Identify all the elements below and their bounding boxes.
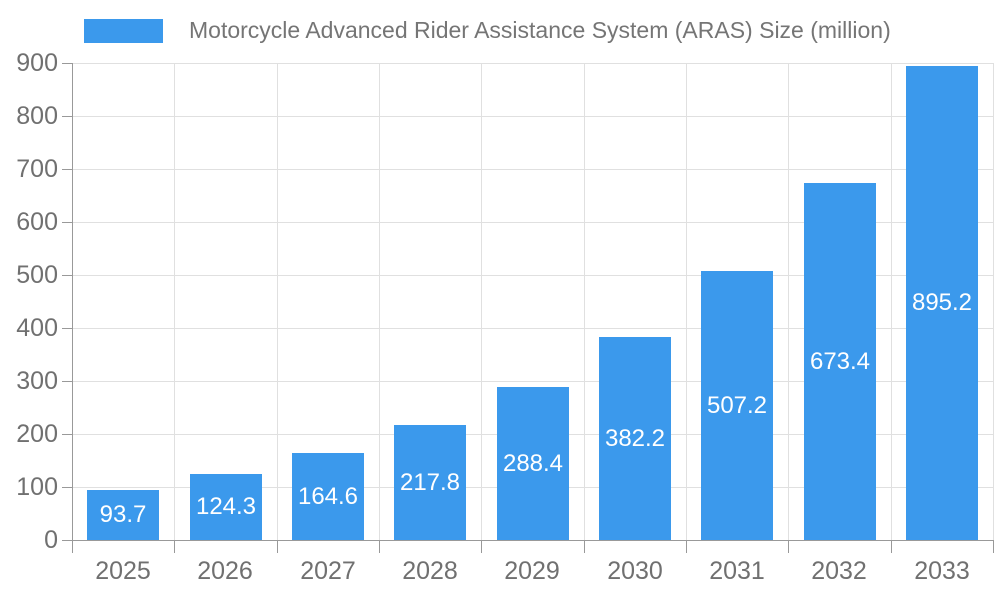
y-gridline [72,116,993,117]
x-axis-tick [584,540,585,553]
bar-value-label: 507.2 [706,391,768,419]
bar[interactable]: 382.2 [599,337,671,540]
y-gridline [72,63,993,64]
bar-value-label: 124.3 [195,493,257,520]
legend-label: Motorcycle Advanced Rider Assistance Sys… [189,17,891,43]
y-tick-label: 100 [16,473,58,501]
x-gridline [788,63,789,540]
x-gridline [174,63,175,540]
y-tick-label: 0 [44,526,58,554]
x-axis-tick [277,540,278,553]
bar[interactable]: 124.3 [190,474,262,540]
bar[interactable]: 164.6 [292,453,364,540]
x-tick-label: 2027 [300,557,356,585]
x-tick-label: 2026 [197,557,253,585]
x-tick-label: 2029 [504,557,560,585]
y-axis-tick [62,169,72,170]
y-tick-label: 300 [16,367,58,395]
x-axis-tick [788,540,789,553]
x-gridline [891,63,892,540]
y-gridline [72,222,993,223]
y-gridline [72,381,993,382]
y-gridline [72,328,993,329]
x-tick-label: 2025 [95,557,151,585]
x-axis-tick [379,540,380,553]
y-axis-tick [62,63,72,64]
y-axis-tick [62,116,72,117]
bar-value-label: 217.8 [399,468,461,496]
y-axis-tick [62,487,72,488]
bar[interactable]: 288.4 [497,387,569,540]
x-tick-label: 2030 [607,557,663,585]
x-gridline [584,63,585,540]
y-tick-label: 200 [16,420,58,448]
bar-value-label: 895.2 [911,289,973,316]
bar[interactable]: 673.4 [804,183,876,540]
bar-value-label: 93.7 [99,501,147,528]
chart-legend[interactable]: Motorcycle Advanced Rider Assistance Sys… [84,17,891,44]
x-tick-label: 2028 [402,557,458,585]
x-gridline [481,63,482,540]
bar-value-label: 288.4 [502,449,564,477]
x-gridline [379,63,380,540]
y-tick-label: 800 [16,102,58,130]
y-gridline [72,169,993,170]
x-gridline [277,63,278,540]
y-tick-label: 900 [16,49,58,77]
x-axis-tick [686,540,687,553]
y-axis-line [72,63,73,553]
x-gridline [686,63,687,540]
x-axis-tick [174,540,175,553]
bar[interactable]: 217.8 [394,425,466,540]
bar-value-label: 164.6 [297,482,359,510]
y-axis-tick [62,275,72,276]
y-tick-label: 400 [16,314,58,342]
bar[interactable]: 507.2 [701,271,773,540]
x-gridline [993,63,994,540]
y-gridline [72,275,993,276]
x-tick-label: 2031 [709,557,765,585]
x-tick-label: 2033 [914,557,970,585]
x-axis-line [62,540,993,541]
y-tick-label: 500 [16,261,58,289]
bar[interactable]: 93.7 [87,490,159,540]
x-tick-label: 2032 [811,557,867,585]
x-axis-tick [993,540,994,553]
bar-value-label: 382.2 [604,424,666,452]
bar-value-label: 673.4 [809,347,871,375]
y-tick-label: 600 [16,208,58,236]
y-tick-label: 700 [16,155,58,183]
legend-swatch-icon [84,18,163,43]
y-axis-tick [62,381,72,382]
y-axis-tick [62,328,72,329]
y-axis-tick [62,434,72,435]
y-axis-tick [62,222,72,223]
x-axis-tick [481,540,482,553]
bar[interactable]: 895.2 [906,66,978,540]
x-axis-tick [891,540,892,553]
